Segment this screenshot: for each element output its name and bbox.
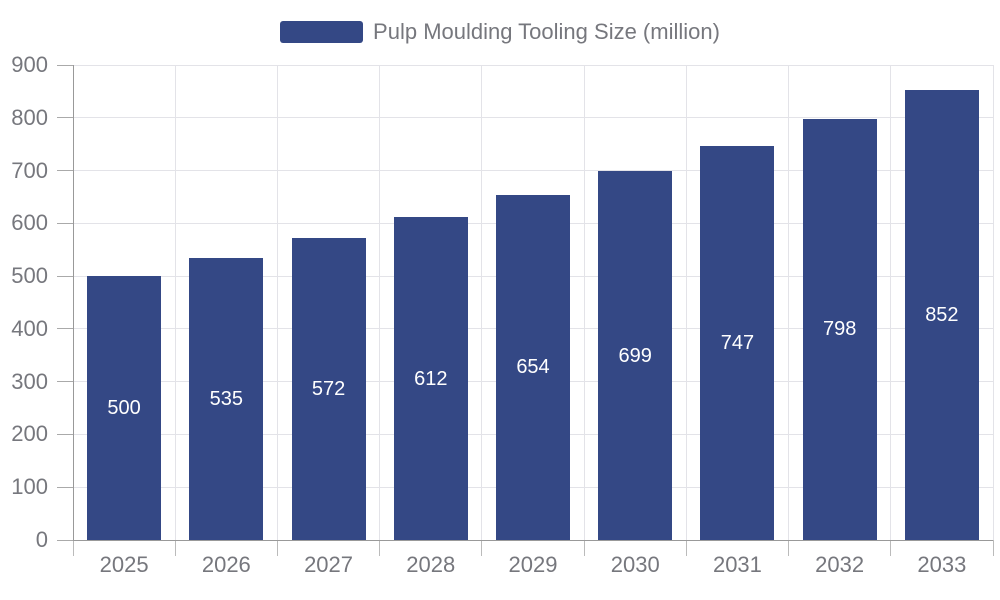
x-category-label: 2031	[712, 552, 762, 577]
bar-value-label: 699	[618, 344, 652, 367]
bar-value-label: 535	[209, 387, 244, 410]
y-tick-label: 300	[11, 368, 48, 394]
bar-2029[interactable]	[496, 194, 570, 540]
y-tick-label: 400	[11, 315, 48, 341]
bar-value-label: 654	[516, 356, 550, 379]
y-tick-label: 900	[11, 52, 48, 77]
x-axis-tick	[992, 540, 994, 556]
x-axis-tick	[276, 540, 278, 556]
bar-value-label: 798	[822, 318, 857, 341]
gridline-vertical	[481, 65, 483, 540]
y-tick-label: 200	[11, 421, 48, 447]
gridline-horizontal	[73, 117, 993, 119]
legend-label: Pulp Moulding Tooling Size (million)	[373, 19, 720, 44]
gridline-vertical	[890, 65, 892, 540]
y-axis-tick	[57, 170, 73, 172]
x-axis-tick	[685, 540, 687, 556]
y-axis-tick	[57, 486, 73, 488]
bar-2025[interactable]	[87, 276, 162, 540]
y-tick-label: 500	[11, 263, 48, 289]
x-axis-tick	[379, 540, 381, 556]
legend-swatch	[280, 21, 364, 43]
y-axis-tick	[57, 117, 73, 119]
bar-value-label: 612	[414, 367, 448, 390]
y-tick-label: 0	[35, 527, 48, 552]
gridline-vertical	[583, 65, 585, 540]
y-tick-label: 800	[11, 104, 48, 130]
gridline-vertical	[788, 65, 790, 540]
bar-2031[interactable]	[700, 145, 775, 540]
x-axis-tick	[890, 540, 892, 556]
y-axis-tick	[57, 275, 73, 277]
y-axis-tick	[57, 433, 73, 435]
bar-2026[interactable]	[189, 257, 264, 540]
x-category-label: 2030	[610, 552, 660, 577]
x-category-label: 2033	[917, 552, 967, 577]
gridline-vertical	[379, 65, 381, 540]
x-axis-tick	[72, 540, 74, 556]
x-axis-tick	[481, 540, 483, 556]
bar-2030[interactable]	[598, 171, 673, 540]
gridline-vertical	[685, 65, 687, 540]
x-axis-tick	[788, 540, 790, 556]
y-axis-tick	[57, 222, 73, 224]
bar-value-label: 747	[720, 331, 755, 354]
x-category-label: 2029	[508, 552, 558, 577]
y-axis-tick	[57, 328, 73, 330]
y-tick-label: 700	[11, 157, 48, 183]
x-category-label: 2025	[99, 552, 149, 577]
y-tick-label: 600	[11, 210, 48, 236]
legend[interactable]: Pulp Moulding Tooling Size (million)	[0, 21, 1000, 43]
x-axis-tick	[174, 540, 176, 556]
bar-value-label: 500	[107, 397, 141, 420]
gridline-horizontal	[73, 64, 993, 66]
bar-value-label: 572	[311, 378, 346, 401]
bar-2028[interactable]	[393, 217, 468, 540]
bar-value-label: 852	[925, 304, 959, 327]
x-category-label: 2032	[815, 552, 865, 577]
gridline-horizontal	[73, 170, 993, 172]
bar-2033[interactable]	[904, 90, 979, 540]
gridline-vertical	[174, 65, 176, 540]
x-category-label: 2027	[304, 552, 354, 577]
gridline-vertical	[276, 65, 278, 540]
y-axis-tick	[57, 539, 73, 541]
gridline-vertical	[992, 65, 994, 540]
x-axis-line	[73, 539, 993, 541]
x-category-label: 2028	[406, 552, 456, 577]
bar-2027[interactable]	[291, 238, 366, 540]
y-axis-tick	[57, 381, 73, 383]
x-category-label: 2026	[201, 552, 251, 577]
y-tick-label: 100	[11, 474, 48, 500]
x-axis-tick	[583, 540, 585, 556]
bar-2032[interactable]	[802, 118, 877, 540]
y-axis-tick	[57, 64, 73, 66]
y-axis-line	[72, 65, 74, 540]
